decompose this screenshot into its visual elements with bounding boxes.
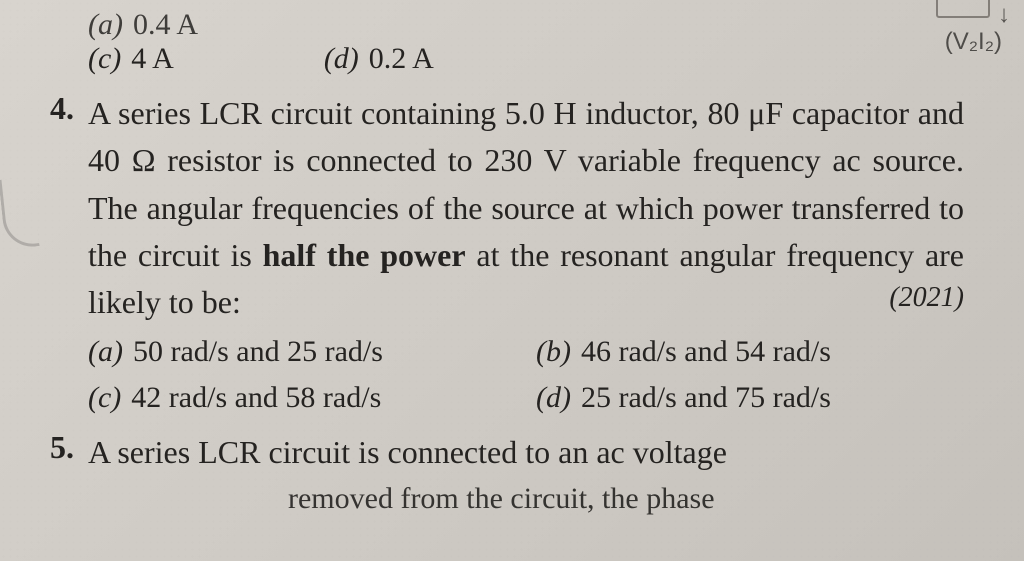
question-4-block: 4. A series LCR circuit containing 5.0 H… [40,90,984,327]
handwritten-box [936,0,990,18]
question-4-body: A series LCR circuit containing 5.0 H in… [88,90,984,327]
margin-hand-mark [0,176,40,249]
page-container: ↓ (V₂I₂) (a) 0.4 A (c) 4 A (d) 0.2 A 4. … [0,0,1024,521]
question-5-partial-text: removed from the circuit, the phase [288,482,715,515]
prev-option-d-label: (d) [324,42,359,76]
prev-option-c-text: 4 A [131,42,174,76]
arrow-down-icon: ↓ [998,2,1010,29]
q4-option-d-label: (d) [536,381,571,415]
prev-option-a-text: 0.4 A [133,8,198,42]
question-5-block: 5. A series LCR circuit is connected to … [40,429,984,476]
q4-option-a-label: (a) [88,335,123,369]
question-5-number: 5. [40,429,88,476]
question-4-year: (2021) [889,277,964,318]
handwritten-annotation: (V₂I₂) [945,28,1002,56]
prev-option-c: (c) 4 A [88,42,174,76]
q4-option-b-text: 46 rad/s and 54 rad/s [581,335,831,369]
q4-option-a-text: 50 rad/s and 25 rad/s [133,335,383,369]
q4-option-b: (b) 46 rad/s and 54 rad/s [536,335,964,369]
q4-option-c-label: (c) [88,381,121,415]
question-4-number: 4. [40,90,88,327]
question-5-body: A series LCR circuit is connected to an … [88,429,984,476]
q4-option-c: (c) 42 rad/s and 58 rad/s [88,381,516,415]
previous-question-options-row1: (a) 0.4 A [40,8,984,42]
question-5-partial-line: removed from the circuit, the phase [40,476,984,521]
q4-option-a: (a) 50 rad/s and 25 rad/s [88,335,516,369]
prev-option-a: (a) 0.4 A [88,8,198,42]
previous-question-options-row2: (c) 4 A (d) 0.2 A [40,42,984,76]
q4-option-b-label: (b) [536,335,571,369]
prev-option-d-text: 0.2 A [369,42,434,76]
question-4-options: (a) 50 rad/s and 25 rad/s (b) 46 rad/s a… [40,335,984,415]
q4-option-d-text: 25 rad/s and 75 rad/s [581,381,831,415]
question-5-text: A series LCR circuit is connected to an … [88,434,727,470]
prev-option-a-label: (a) [88,8,123,42]
question-4-bold-phrase: half the power [263,237,466,273]
q4-option-d: (d) 25 rad/s and 75 rad/s [536,381,964,415]
prev-option-c-label: (c) [88,42,121,76]
prev-option-d: (d) 0.2 A [324,42,434,76]
q4-option-c-text: 42 rad/s and 58 rad/s [131,381,381,415]
